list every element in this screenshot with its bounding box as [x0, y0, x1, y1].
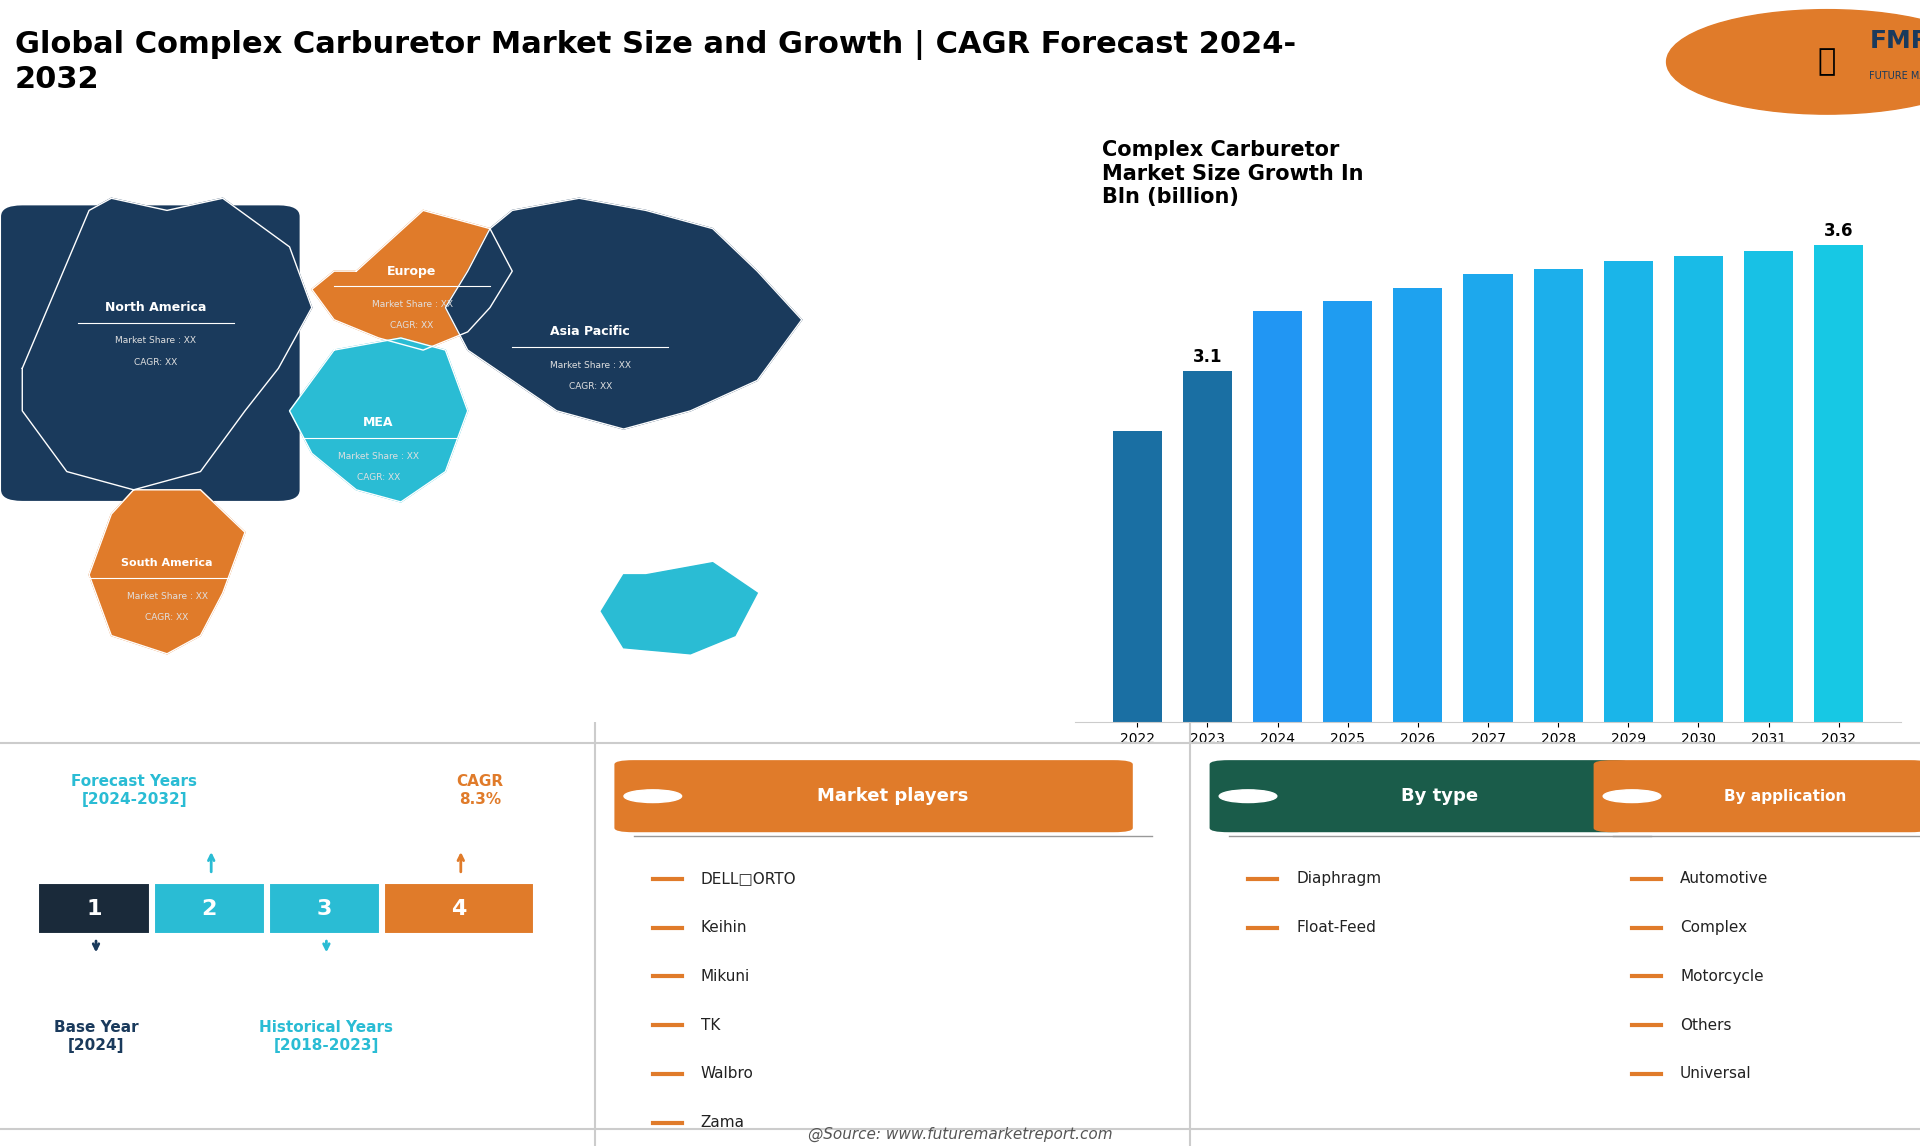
Text: 1: 1: [86, 898, 102, 919]
Circle shape: [1603, 790, 1661, 802]
Bar: [1394, 288, 1442, 722]
FancyBboxPatch shape: [1594, 760, 1920, 832]
Text: Mikuni: Mikuni: [701, 968, 751, 984]
Text: Europe: Europe: [388, 265, 436, 277]
Polygon shape: [290, 338, 468, 502]
Text: Walbro: Walbro: [701, 1067, 755, 1082]
Text: Universal: Universal: [1680, 1067, 1751, 1082]
FancyBboxPatch shape: [384, 884, 534, 934]
Text: CAGR: XX: CAGR: XX: [390, 321, 434, 330]
Text: FUTURE MARKET REPORT: FUTURE MARKET REPORT: [1870, 71, 1920, 80]
Text: By type: By type: [1402, 787, 1478, 806]
Text: CAGR
8.3%: CAGR 8.3%: [457, 775, 503, 807]
Text: 3.1: 3.1: [1192, 347, 1223, 366]
FancyBboxPatch shape: [154, 884, 265, 934]
Text: Asia Pacific: Asia Pacific: [551, 325, 630, 338]
Text: Automotive: Automotive: [1680, 871, 1768, 886]
Text: CAGR: XX: CAGR: XX: [146, 613, 188, 622]
Text: Market Share : XX: Market Share : XX: [115, 337, 196, 345]
Polygon shape: [23, 198, 311, 489]
Text: @Source: www.futuremarketreport.com: @Source: www.futuremarketreport.com: [808, 1127, 1112, 1141]
Polygon shape: [601, 563, 756, 653]
Bar: [1743, 251, 1793, 722]
Text: 4: 4: [451, 898, 467, 919]
FancyBboxPatch shape: [269, 884, 380, 934]
Text: Complex Carburetor
Market Size Growth In
Bln (billion): Complex Carburetor Market Size Growth In…: [1102, 140, 1363, 206]
Text: Base Year
[2024]: Base Year [2024]: [54, 1020, 138, 1053]
FancyBboxPatch shape: [1210, 760, 1632, 832]
Text: FMR: FMR: [1870, 30, 1920, 53]
Bar: [1674, 256, 1722, 722]
Polygon shape: [88, 489, 246, 653]
Text: TK: TK: [701, 1018, 720, 1033]
Text: Zama: Zama: [701, 1115, 745, 1130]
Text: Others: Others: [1680, 1018, 1732, 1033]
FancyBboxPatch shape: [0, 204, 301, 502]
Text: Complex: Complex: [1680, 920, 1747, 935]
Bar: [1183, 371, 1233, 722]
Text: Forecast Years
[2024-2032]: Forecast Years [2024-2032]: [71, 775, 198, 807]
Polygon shape: [311, 211, 513, 351]
Bar: [1814, 245, 1862, 722]
Text: DELL□ORTO: DELL□ORTO: [701, 871, 797, 886]
Polygon shape: [445, 198, 803, 429]
FancyBboxPatch shape: [614, 760, 1133, 832]
Text: CAGR: XX: CAGR: XX: [568, 382, 612, 391]
Text: Market players: Market players: [818, 787, 968, 806]
Text: CAGR: XX: CAGR: XX: [134, 358, 177, 367]
Text: 3: 3: [317, 898, 332, 919]
Text: South America: South America: [121, 558, 213, 567]
Circle shape: [1219, 790, 1277, 802]
Text: By application: By application: [1724, 788, 1847, 803]
Bar: [1463, 274, 1513, 722]
Text: Market Share : XX: Market Share : XX: [338, 452, 419, 461]
Text: Keihin: Keihin: [701, 920, 747, 935]
Text: North America: North America: [106, 301, 207, 314]
Circle shape: [624, 790, 682, 802]
Text: Motorcycle: Motorcycle: [1680, 968, 1764, 984]
Text: MEA: MEA: [363, 416, 394, 430]
FancyBboxPatch shape: [38, 884, 150, 934]
Text: Market Share : XX: Market Share : XX: [127, 591, 207, 601]
Text: 3.6: 3.6: [1824, 222, 1853, 240]
Text: Market Share : XX: Market Share : XX: [372, 300, 453, 309]
Text: Float-Feed: Float-Feed: [1296, 920, 1377, 935]
Text: Market Share : XX: Market Share : XX: [549, 361, 630, 370]
Bar: [1114, 431, 1162, 722]
Bar: [1323, 301, 1373, 722]
Circle shape: [1667, 9, 1920, 115]
Text: Diaphragm: Diaphragm: [1296, 871, 1380, 886]
Bar: [1254, 312, 1302, 722]
Text: Historical Years
[2018-2023]: Historical Years [2018-2023]: [259, 1020, 394, 1053]
Bar: [1603, 261, 1653, 722]
Bar: [1534, 269, 1582, 722]
Text: 🔍: 🔍: [1818, 47, 1836, 77]
Text: 2: 2: [202, 898, 217, 919]
Text: CAGR: XX: CAGR: XX: [357, 473, 399, 482]
Text: Global Complex Carburetor Market Size and Growth | CAGR Forecast 2024-
2032: Global Complex Carburetor Market Size an…: [15, 30, 1296, 94]
